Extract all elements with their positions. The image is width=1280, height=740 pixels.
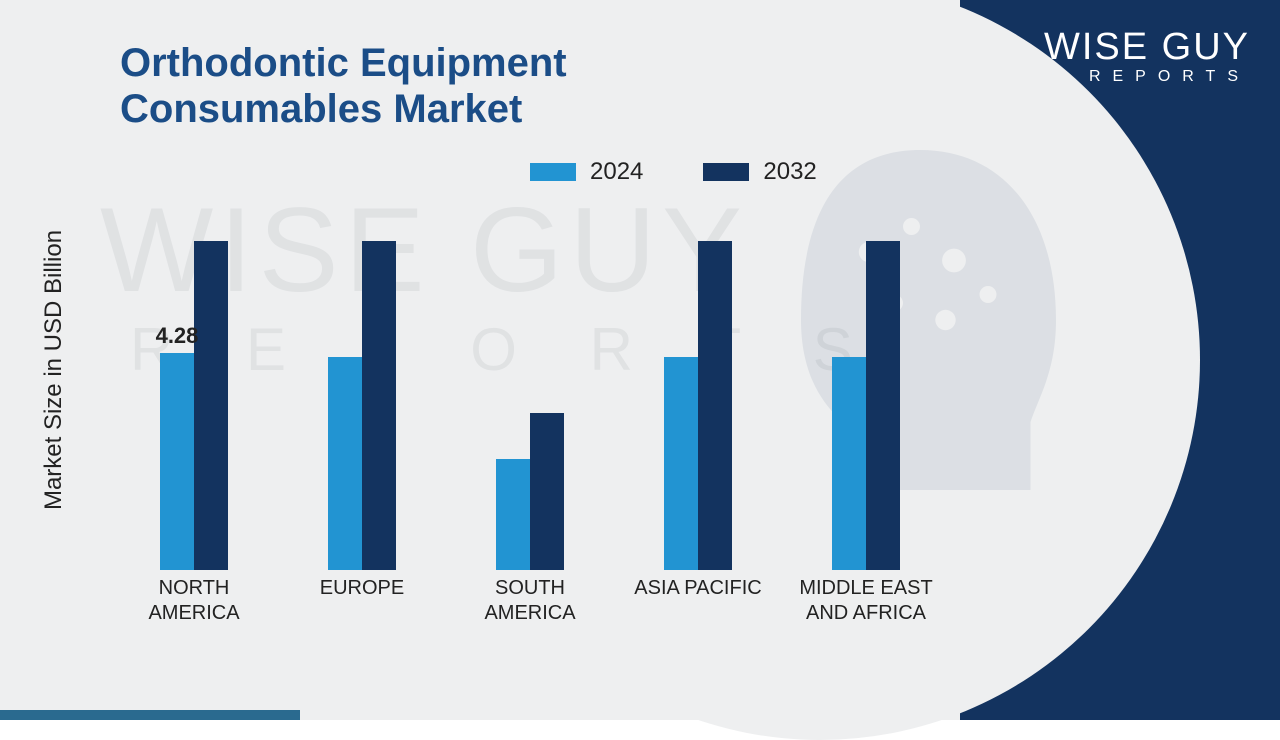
legend-label-b: 2032 bbox=[763, 158, 816, 186]
bar-series-b bbox=[866, 241, 900, 570]
legend-item-a: 2024 bbox=[530, 158, 643, 186]
bar-groups: 4.28 bbox=[110, 190, 950, 570]
bar-series-b bbox=[362, 241, 396, 570]
bar-series-b bbox=[530, 413, 564, 570]
chart-canvas: WISE GUY REPORTS WISE GUY R E P O R T S … bbox=[0, 0, 1280, 720]
bar-series-a bbox=[664, 357, 698, 570]
legend-swatch-a bbox=[530, 163, 576, 181]
chart-title: Orthodontic Equipment Consumables Market bbox=[120, 40, 840, 132]
brand-logo: WISE GUY REPORTS bbox=[1044, 28, 1250, 86]
legend-label-a: 2024 bbox=[590, 158, 643, 186]
bar-group bbox=[832, 241, 900, 570]
bar-group: 4.28 bbox=[160, 241, 228, 570]
logo-main-text: WISE GUY bbox=[1044, 28, 1250, 66]
bar-group bbox=[496, 413, 564, 570]
decorative-bottom-bar bbox=[0, 710, 300, 720]
chart-plot-area: 4.28 bbox=[110, 190, 950, 570]
x-axis-label: MIDDLE EAST AND AFRICA bbox=[791, 576, 941, 626]
legend-swatch-b bbox=[703, 163, 749, 181]
bar-value-label: 4.28 bbox=[156, 323, 199, 349]
bar-group bbox=[664, 241, 732, 570]
bar-series-a bbox=[832, 357, 866, 570]
bar-group bbox=[328, 241, 396, 570]
bar-series-b bbox=[194, 241, 228, 570]
x-axis-label: NORTH AMERICA bbox=[119, 576, 269, 626]
chart-legend: 2024 2032 bbox=[530, 158, 817, 186]
x-axis-labels: NORTH AMERICA EUROPE SOUTH AMERICA ASIA PAC… bbox=[110, 576, 950, 626]
x-axis-label: EUROPE bbox=[287, 576, 437, 626]
x-axis-label: ASIA PACIFIC bbox=[623, 576, 773, 626]
y-axis-label: Market Size in USD Billion bbox=[40, 230, 68, 510]
x-axis-label: SOUTH AMERICA bbox=[455, 576, 605, 626]
bar-series-a bbox=[496, 459, 530, 570]
bar-series-b bbox=[698, 241, 732, 570]
logo-sub-text: REPORTS bbox=[1044, 68, 1250, 86]
legend-item-b: 2032 bbox=[703, 158, 816, 186]
bar-series-a bbox=[328, 357, 362, 570]
bar-series-a: 4.28 bbox=[160, 353, 194, 570]
